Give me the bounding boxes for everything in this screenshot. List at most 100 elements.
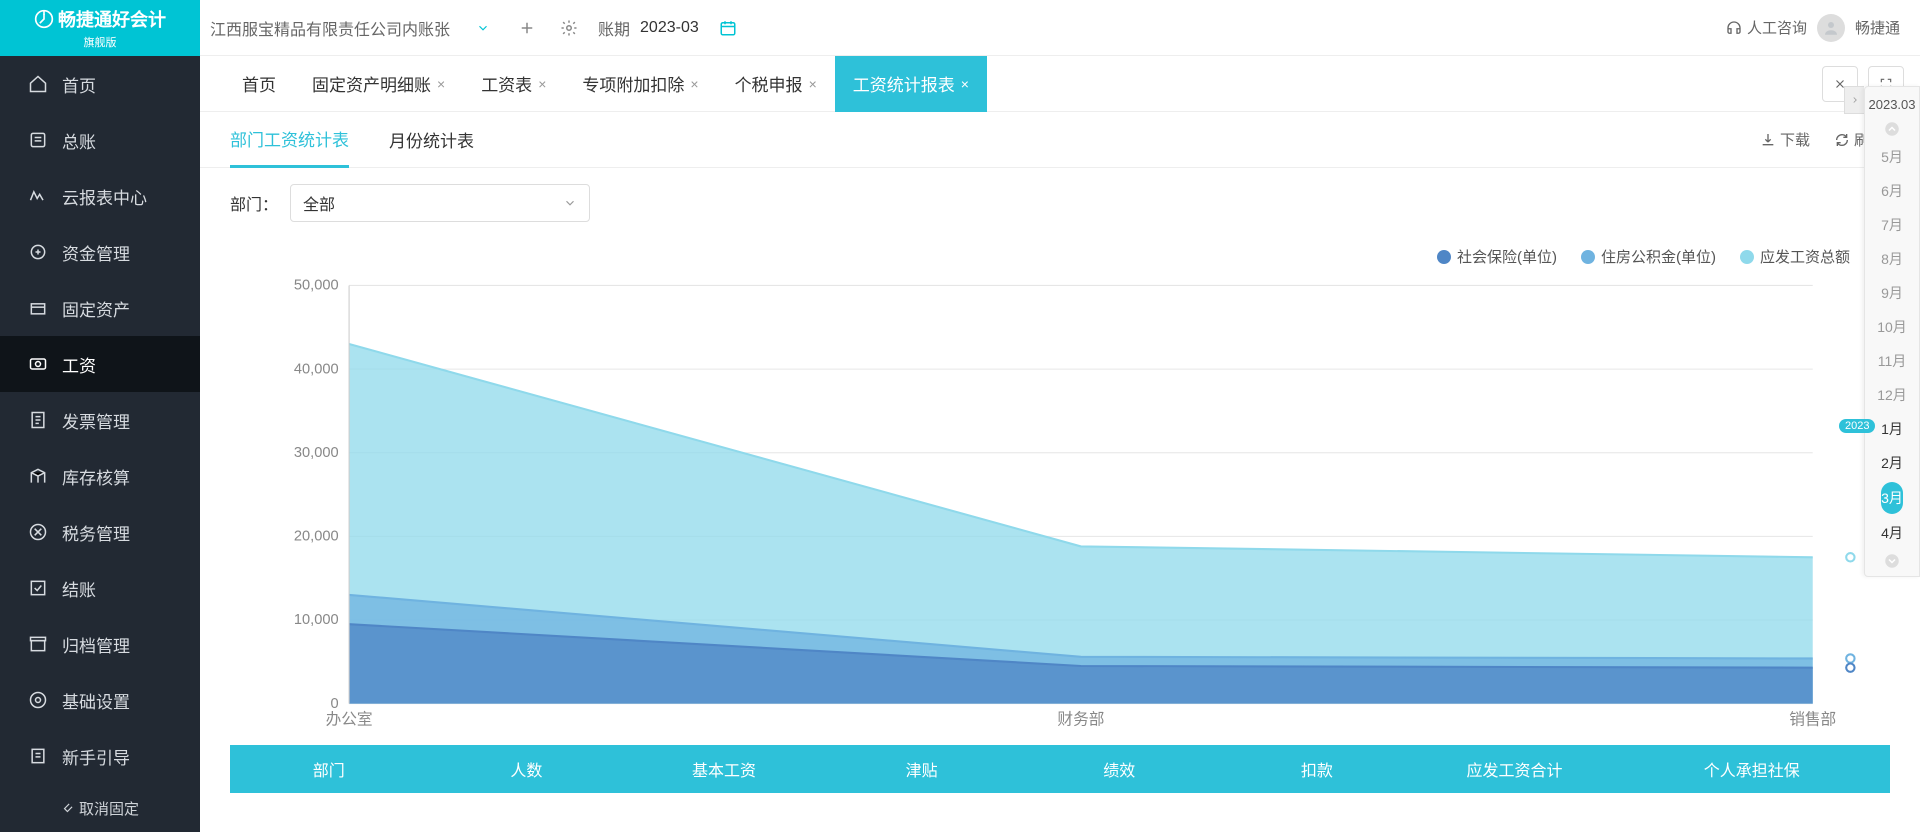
tab-1[interactable]: 固定资产明细账×: [294, 56, 463, 112]
company-dropdown-icon[interactable]: [460, 21, 506, 35]
table-header: 部门人数基本工资津贴绩效扣款应发工资合计个人承担社保: [230, 745, 1890, 793]
month-item-jan[interactable]: 2023 1月: [1865, 412, 1919, 446]
sidebar-unpin-button[interactable]: 取消固定: [0, 784, 200, 832]
subtab-department[interactable]: 部门工资统计表: [230, 112, 349, 168]
archive-icon: [28, 634, 48, 654]
sidebar-item-11[interactable]: 基础设置: [0, 672, 200, 728]
logo-subtitle: 旗舰版: [84, 34, 117, 50]
sidebar-item-2[interactable]: 云报表中心: [0, 168, 200, 224]
home-icon: [28, 74, 48, 94]
month-panel-collapse-handle[interactable]: [1844, 86, 1864, 114]
content: 首页固定资产明细账×工资表×专项附加扣除×个税申报×工资统计报表× 部门工资统计…: [200, 56, 1920, 832]
salary-area-chart: 010,00020,00030,00040,00050,000办公室财务部销售部: [230, 275, 1890, 735]
tabs-bar: 首页固定资产明细账×工资表×专项附加扣除×个税申报×工资统计报表×: [200, 56, 1920, 112]
chevron-right-icon: [1850, 95, 1860, 105]
refresh-icon: [1834, 132, 1850, 148]
table-col-3: 津贴: [823, 757, 1021, 781]
svg-text:10,000: 10,000: [294, 612, 339, 628]
avatar[interactable]: [1817, 14, 1845, 42]
department-filter-label: 部门：: [230, 191, 278, 215]
fund-icon: [28, 242, 48, 262]
tab-5[interactable]: 工资统计报表×: [835, 56, 987, 112]
month-panel-head: 2023.03: [1865, 91, 1920, 118]
table-col-2: 基本工资: [625, 757, 823, 781]
headset-icon: [1725, 19, 1743, 37]
svg-text:40,000: 40,000: [294, 361, 339, 377]
sidebar-item-10[interactable]: 归档管理: [0, 616, 200, 672]
table-col-0: 部门: [230, 757, 428, 781]
month-panel: 2023.03 5月6月7月8月9月10月11月12月 2023 1月 2月 3…: [1864, 86, 1920, 577]
sidebar-item-8[interactable]: 税务管理: [0, 504, 200, 560]
tab-close-icon[interactable]: ×: [437, 76, 445, 92]
top-bar: 畅捷通好会计 旗舰版 江西服宝精品有限责任公司内账张 账期 2023-03 人工…: [0, 0, 1920, 56]
sidebar: 首页总账云报表中心资金管理固定资产工资发票管理库存核算税务管理结账归档管理基础设…: [0, 56, 200, 832]
table-col-5: 扣款: [1218, 757, 1416, 781]
month-item-current[interactable]: 3月: [1881, 482, 1903, 514]
filter-row: 部门： 全部: [200, 168, 1920, 238]
legend-item[interactable]: 住房公积金(单位): [1581, 246, 1716, 267]
ledger-icon: [28, 130, 48, 150]
logo-icon: [34, 9, 54, 29]
company-name[interactable]: 江西服宝精品有限责任公司内账张: [200, 16, 460, 40]
legend-dot: [1437, 250, 1451, 264]
period-label: 账期: [598, 16, 630, 40]
tab-close-icon[interactable]: ×: [809, 76, 817, 92]
sidebar-item-0[interactable]: 首页: [0, 56, 200, 112]
logo[interactable]: 畅捷通好会计 旗舰版: [0, 0, 200, 56]
stock-icon: [28, 466, 48, 486]
month-item-6[interactable]: 11月: [1877, 344, 1907, 378]
asset-icon: [28, 298, 48, 318]
svg-text:30,000: 30,000: [294, 445, 339, 461]
cloud-icon: [28, 186, 48, 206]
calendar-icon[interactable]: [707, 19, 749, 37]
legend-dot: [1740, 250, 1754, 264]
year-badge: 2023: [1839, 419, 1875, 433]
department-select[interactable]: 全部: [290, 184, 590, 222]
svg-text:财务部: 财务部: [1057, 711, 1104, 729]
tab-3[interactable]: 专项附加扣除×: [564, 56, 716, 112]
sidebar-item-6[interactable]: 发票管理: [0, 392, 200, 448]
sidebar-item-4[interactable]: 固定资产: [0, 280, 200, 336]
sidebar-item-7[interactable]: 库存核算: [0, 448, 200, 504]
sidebar-item-1[interactable]: 总账: [0, 112, 200, 168]
month-item-2[interactable]: 7月: [1877, 208, 1907, 242]
salary-icon: [28, 354, 48, 374]
tab-4[interactable]: 个税申报×: [717, 56, 835, 112]
logo-text: 畅捷通好会计: [58, 6, 166, 32]
username: 畅捷通: [1855, 17, 1900, 38]
consult-button[interactable]: 人工咨询: [1725, 17, 1807, 38]
invoice-icon: [28, 410, 48, 430]
sidebar-item-5[interactable]: 工资: [0, 336, 200, 392]
month-panel-down[interactable]: [1881, 550, 1903, 572]
download-button[interactable]: 下载: [1760, 129, 1810, 150]
subtab-month[interactable]: 月份统计表: [389, 112, 474, 168]
unpin-icon: [61, 801, 75, 815]
month-item-0[interactable]: 5月: [1877, 140, 1907, 174]
legend-item[interactable]: 应发工资总额: [1740, 246, 1850, 267]
legend-item[interactable]: 社会保险(单位): [1437, 246, 1557, 267]
sidebar-item-3[interactable]: 资金管理: [0, 224, 200, 280]
month-item-5[interactable]: 10月: [1877, 310, 1907, 344]
guide-icon: [28, 746, 48, 766]
sidebar-item-9[interactable]: 结账: [0, 560, 200, 616]
month-item-4[interactable]: 9月: [1877, 276, 1907, 310]
setting-icon: [28, 690, 48, 710]
tab-close-icon[interactable]: ×: [961, 76, 969, 92]
month-item-1[interactable]: 6月: [1877, 174, 1907, 208]
month-item-3[interactable]: 8月: [1877, 242, 1907, 276]
tax-icon: [28, 522, 48, 542]
gear-icon[interactable]: [548, 19, 590, 37]
month-item-feb[interactable]: 2月: [1865, 446, 1919, 480]
tab-close-icon[interactable]: ×: [690, 76, 698, 92]
tab-0[interactable]: 首页: [224, 56, 294, 112]
tab-2[interactable]: 工资表×: [463, 56, 564, 112]
month-item-apr[interactable]: 4月: [1865, 516, 1919, 550]
month-panel-up[interactable]: [1881, 118, 1903, 140]
chevron-down-icon: [563, 196, 577, 210]
sidebar-item-12[interactable]: 新手引导: [0, 728, 200, 784]
month-item-7[interactable]: 12月: [1877, 378, 1907, 412]
plus-icon[interactable]: [506, 19, 548, 37]
download-icon: [1760, 132, 1776, 148]
chevron-down-circle-icon: [1883, 552, 1901, 570]
tab-close-icon[interactable]: ×: [538, 76, 546, 92]
